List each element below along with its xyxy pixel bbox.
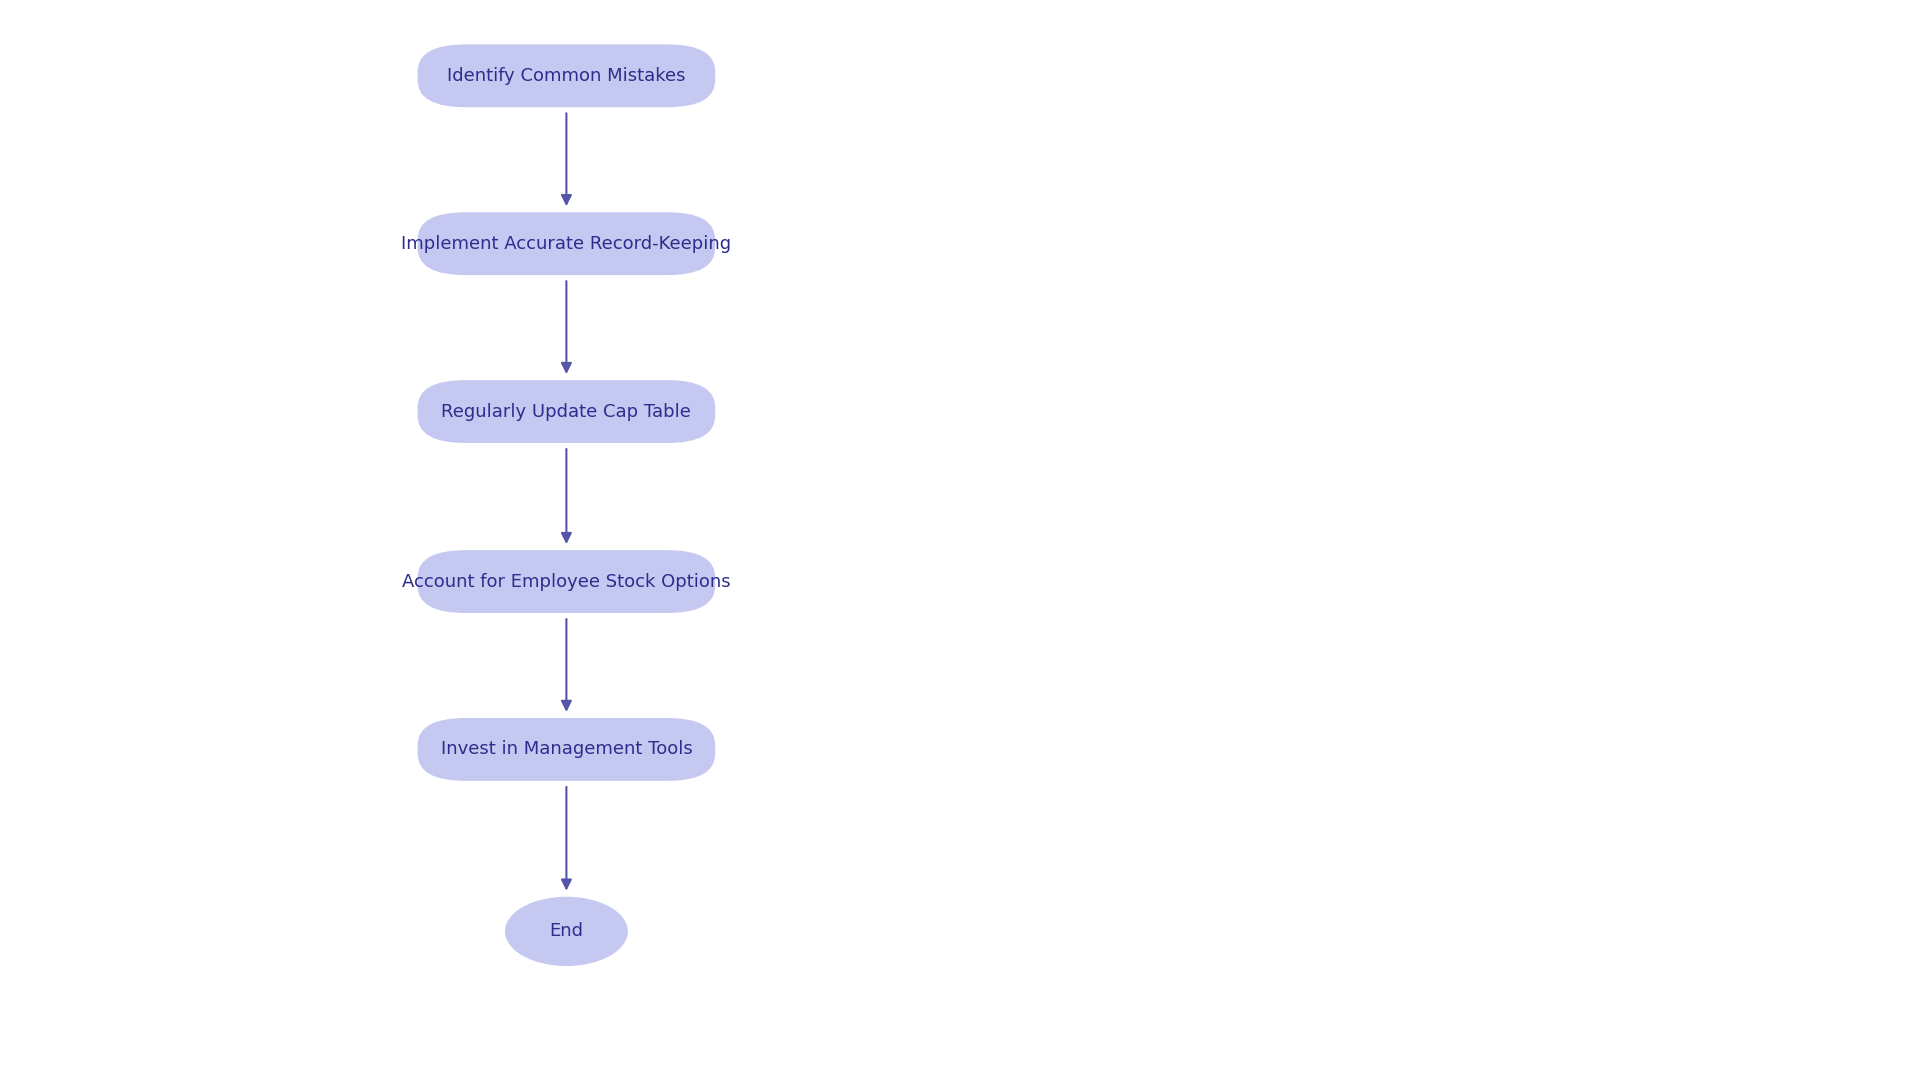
FancyBboxPatch shape <box>417 44 714 107</box>
FancyBboxPatch shape <box>417 718 714 781</box>
Text: End: End <box>549 923 584 940</box>
Text: Implement Accurate Record-Keeping: Implement Accurate Record-Keeping <box>401 235 732 252</box>
FancyBboxPatch shape <box>417 212 714 275</box>
FancyBboxPatch shape <box>417 380 714 443</box>
FancyBboxPatch shape <box>417 550 714 613</box>
Text: Invest in Management Tools: Invest in Management Tools <box>440 741 693 758</box>
Circle shape <box>505 897 628 966</box>
Text: Identify Common Mistakes: Identify Common Mistakes <box>447 67 685 84</box>
Text: Account for Employee Stock Options: Account for Employee Stock Options <box>401 573 732 590</box>
Text: Regularly Update Cap Table: Regularly Update Cap Table <box>442 403 691 420</box>
